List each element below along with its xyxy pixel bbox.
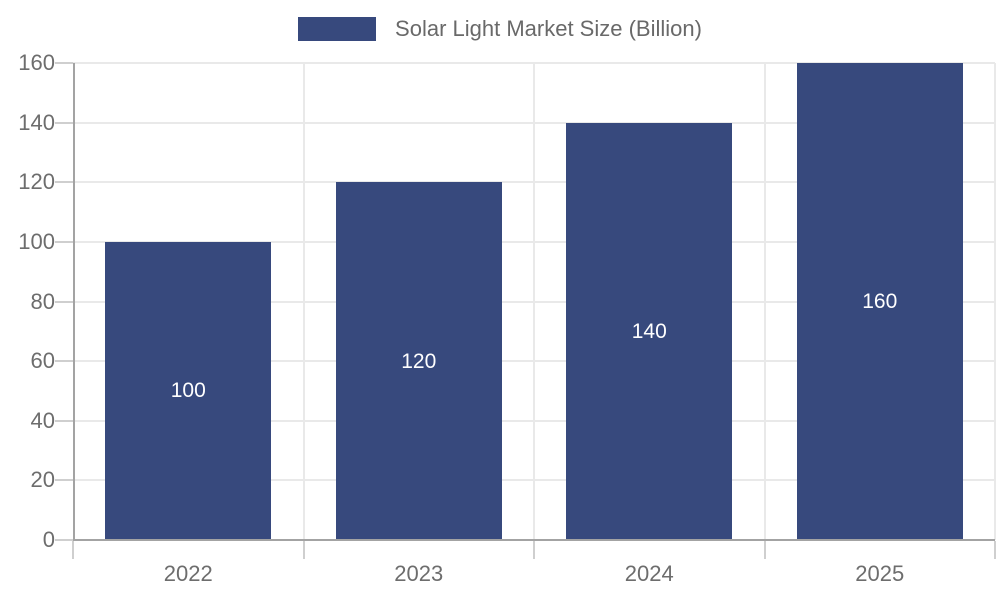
y-tick-label: 80 bbox=[30, 288, 55, 314]
y-tick-label: 40 bbox=[30, 407, 55, 433]
y-axis-tick bbox=[55, 419, 73, 422]
y-axis-tick bbox=[55, 181, 73, 184]
y-tick-label: 160 bbox=[18, 50, 55, 75]
y-tick-label: 60 bbox=[30, 348, 55, 374]
legend-swatch bbox=[298, 17, 377, 41]
y-tick-label: 20 bbox=[30, 467, 55, 493]
legend-label: Solar Light Market Size (Billion) bbox=[395, 16, 702, 41]
bar-value-label: 100 bbox=[170, 379, 206, 403]
y-tick-label: 0 bbox=[42, 527, 55, 552]
y-tick-label: 120 bbox=[18, 169, 55, 195]
x-axis-line bbox=[71, 539, 995, 541]
x-axis-tick bbox=[763, 541, 766, 559]
x-tick-label: 2024 bbox=[624, 561, 674, 586]
v-gridline bbox=[302, 63, 305, 540]
x-tick-label: 2025 bbox=[855, 561, 905, 586]
bar-value-label: 120 bbox=[401, 349, 437, 373]
y-axis-tick bbox=[55, 240, 73, 243]
legend: Solar Light Market Size (Billion) bbox=[0, 16, 1000, 42]
bar-2024: 140 bbox=[566, 122, 733, 540]
y-axis-tick bbox=[55, 62, 73, 64]
y-axis-tick bbox=[55, 360, 73, 363]
plot-area: 100 120 140 160 bbox=[73, 62, 996, 540]
y-axis-tick bbox=[55, 300, 73, 303]
v-gridline bbox=[763, 63, 766, 540]
y-axis-line bbox=[73, 63, 75, 540]
y-axis-tick bbox=[55, 121, 73, 124]
x-axis-tick bbox=[994, 541, 996, 559]
x-axis-tick bbox=[72, 541, 74, 559]
x-tick-label: 2023 bbox=[394, 561, 444, 586]
bar-2022: 100 bbox=[105, 241, 272, 540]
v-gridline bbox=[994, 63, 996, 540]
x-axis-tick bbox=[533, 541, 535, 559]
bar-value-label: 140 bbox=[631, 319, 667, 343]
x-tick-label: 2022 bbox=[163, 561, 213, 586]
v-gridline bbox=[533, 63, 535, 540]
y-axis-tick bbox=[55, 479, 73, 482]
y-tick-label: 100 bbox=[18, 228, 55, 254]
x-axis-tick bbox=[302, 541, 305, 559]
y-tick-label: 140 bbox=[18, 109, 55, 135]
y-axis-tick bbox=[55, 539, 73, 541]
bar-2023: 120 bbox=[335, 182, 502, 540]
bar-value-label: 160 bbox=[862, 290, 898, 313]
bar-2025: 160 bbox=[796, 63, 963, 540]
